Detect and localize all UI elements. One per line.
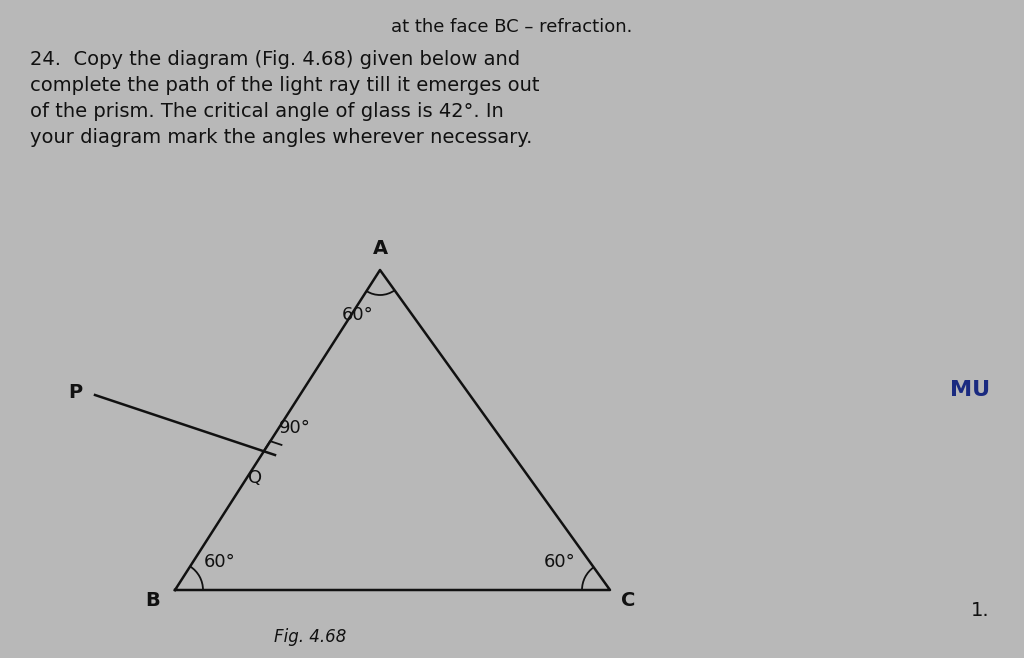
Text: B: B <box>145 590 161 609</box>
Text: Fig. 4.68: Fig. 4.68 <box>273 628 346 646</box>
Text: A: A <box>373 238 387 257</box>
Text: 90°: 90° <box>280 419 311 437</box>
Text: complete the path of the light ray till it emerges out: complete the path of the light ray till … <box>30 76 540 95</box>
Text: at the face BC – refraction.: at the face BC – refraction. <box>391 18 633 36</box>
Text: 60°: 60° <box>342 306 374 324</box>
Text: 1.: 1. <box>971 601 989 619</box>
Text: 60°: 60° <box>544 553 575 571</box>
Text: C: C <box>621 590 635 609</box>
Text: 24.  Copy the diagram (Fig. 4.68) given below and: 24. Copy the diagram (Fig. 4.68) given b… <box>30 50 520 69</box>
Text: P: P <box>68 384 82 403</box>
Text: MU: MU <box>950 380 990 400</box>
Text: of the prism. The critical angle of glass is 42°. In: of the prism. The critical angle of glas… <box>30 102 504 121</box>
Text: Q: Q <box>248 469 262 487</box>
Text: your diagram mark the angles wherever necessary.: your diagram mark the angles wherever ne… <box>30 128 532 147</box>
Text: 60°: 60° <box>204 553 236 571</box>
